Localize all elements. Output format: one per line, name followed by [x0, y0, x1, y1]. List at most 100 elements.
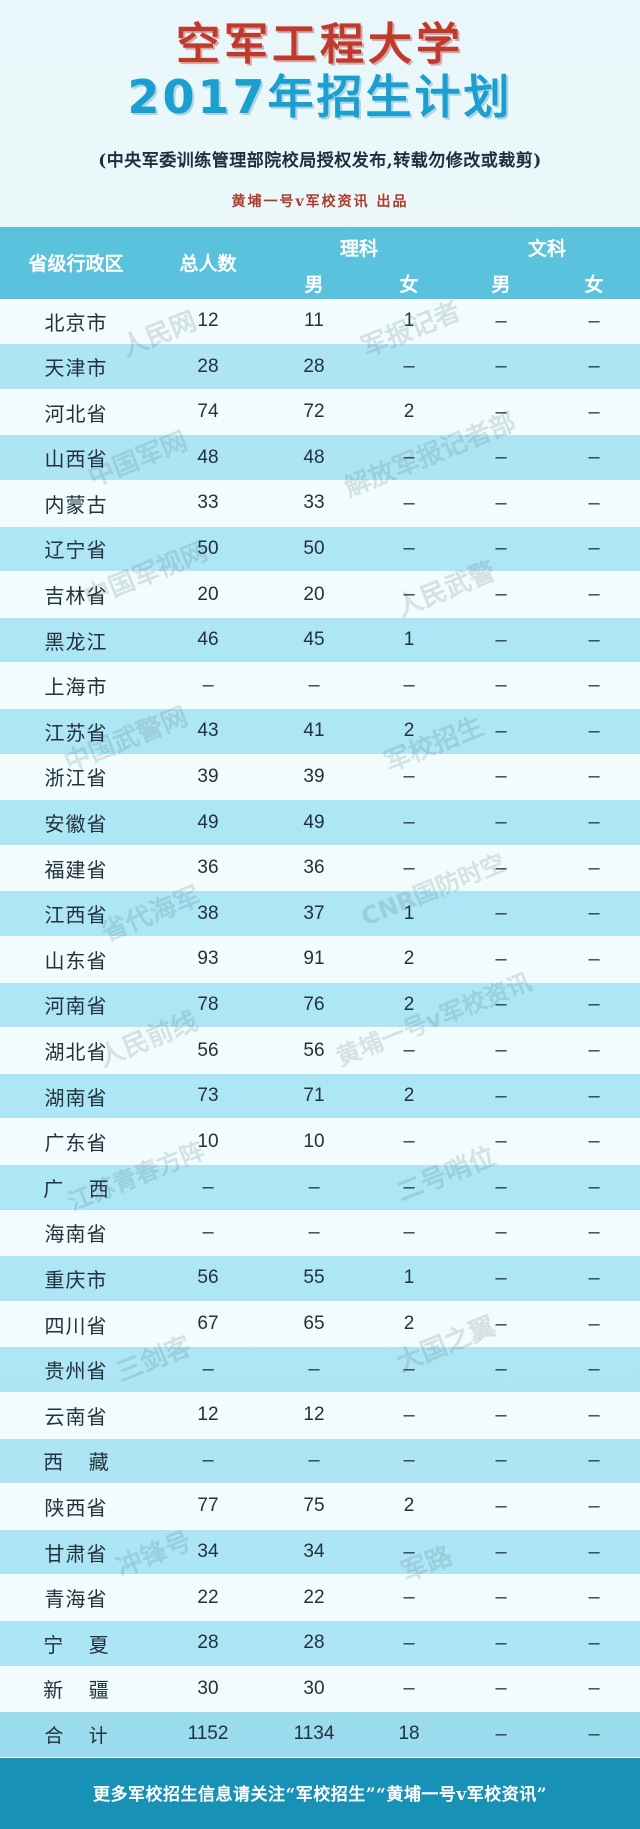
- empty-dash: –: [403, 1586, 415, 1609]
- cell-science-female: –: [364, 1620, 455, 1667]
- table-row: 江苏省 43 41 2 – –: [0, 708, 640, 755]
- table-row: 山东省 93 91 2 – –: [0, 936, 640, 983]
- cell-arts-female: –: [548, 298, 640, 345]
- cell-total: –: [152, 1210, 264, 1257]
- empty-dash: –: [308, 674, 320, 697]
- cell-region: 吉林省: [0, 571, 152, 618]
- empty-dash: –: [403, 355, 415, 378]
- page-title: 空军工程大学: [176, 19, 464, 70]
- empty-dash: –: [588, 1175, 600, 1198]
- cell-region: 云南省: [0, 1392, 152, 1439]
- empty-dash: –: [588, 1358, 600, 1381]
- empty-dash: –: [588, 1084, 600, 1107]
- cell-total: –: [152, 1164, 264, 1211]
- cell-arts-male: –: [454, 799, 549, 846]
- empty-dash: –: [495, 446, 507, 469]
- cell-science-female: 1: [364, 890, 455, 938]
- cell-science-female: –: [364, 1164, 455, 1211]
- table-row: 贵州省 – – – – –: [0, 1346, 640, 1393]
- cell-total: 56: [152, 1255, 264, 1302]
- empty-dash: –: [308, 1358, 320, 1381]
- column-header-science-female: 女: [364, 268, 455, 299]
- cell-science-female: –: [364, 1027, 455, 1074]
- empty-dash: –: [495, 1403, 507, 1426]
- cell-region: 四川省: [0, 1301, 152, 1348]
- cell-total: 20: [152, 571, 264, 618]
- cell-science-male: –: [264, 1210, 364, 1257]
- cell-total: 10: [152, 1118, 264, 1165]
- empty-dash: –: [495, 491, 507, 514]
- cell-science-female: –: [364, 434, 455, 482]
- cell-arts-female: –: [548, 1666, 640, 1713]
- empty-dash: –: [495, 1540, 507, 1563]
- empty-dash: –: [588, 400, 600, 423]
- cell-science-female: –: [364, 571, 455, 618]
- cell-science-male: 28: [264, 1620, 364, 1667]
- empty-dash: –: [588, 1221, 600, 1244]
- cell-arts-female: –: [548, 1620, 640, 1667]
- cell-region: 河北省: [0, 389, 152, 436]
- cell-science-male: 37: [264, 890, 364, 938]
- column-header-total: 总人数: [152, 226, 264, 299]
- cell-region: 海南省: [0, 1210, 152, 1257]
- empty-dash: –: [495, 400, 507, 423]
- cell-science-male: 36: [264, 845, 364, 892]
- table-row: 云南省 12 12– – –: [0, 1392, 640, 1439]
- cell-arts-male: –: [454, 662, 549, 710]
- empty-dash: –: [588, 1586, 600, 1609]
- empty-dash: –: [588, 583, 600, 606]
- cell-total: 22: [152, 1574, 264, 1621]
- cell-arts-female: –: [548, 1164, 640, 1211]
- cell-region: 西 藏: [0, 1438, 152, 1485]
- cell-science-female: –: [364, 1666, 455, 1713]
- cell-science-male: 56: [264, 1027, 364, 1074]
- empty-dash: –: [202, 1358, 214, 1381]
- cell-arts-female: –: [548, 799, 640, 846]
- table-row: 广东省 10 10– – –: [0, 1118, 640, 1165]
- table-row: 吉林省 20 20– – –: [0, 571, 640, 618]
- column-group-science: 理科: [264, 226, 455, 269]
- cell-total: 38: [152, 890, 264, 938]
- table-row: 陕西省 77 75 2 – –: [0, 1483, 640, 1530]
- cell-region: 湖南省: [0, 1073, 152, 1120]
- cell-arts-female: –: [548, 617, 640, 664]
- header: 空军工程大学 2017年招生计划 (中央军委训练管理部院校局授权发布,转载勿修改…: [0, 0, 640, 211]
- empty-dash: –: [403, 491, 415, 514]
- cell-total: –: [152, 662, 264, 710]
- cell-region: 贵州省: [0, 1346, 152, 1393]
- cell-region: 陕西省: [0, 1483, 152, 1530]
- empty-dash: –: [403, 1677, 415, 1700]
- empty-dash: –: [495, 1631, 507, 1654]
- empty-dash: –: [403, 765, 415, 788]
- cell-science-male: –: [264, 662, 364, 710]
- cell-science-female: –: [364, 662, 455, 710]
- empty-dash: –: [403, 1540, 415, 1563]
- cell-science-male: 50: [264, 526, 364, 573]
- column-header-region: 省级行政区: [0, 226, 152, 299]
- empty-dash: –: [588, 902, 600, 925]
- cell-arts-male: –: [454, 1346, 549, 1393]
- authorization-note: (中央军委训练管理部院校局授权发布,转载勿修改或裁剪): [98, 150, 542, 171]
- cell-science-male: 22: [264, 1574, 364, 1621]
- empty-dash: –: [495, 1130, 507, 1153]
- cell-arts-female: –: [548, 1027, 640, 1074]
- empty-dash: –: [495, 902, 507, 925]
- cell-arts-male: –: [454, 1620, 549, 1667]
- cell-arts-male: –: [454, 1255, 549, 1302]
- empty-dash: –: [588, 491, 600, 514]
- empty-dash: –: [495, 1084, 507, 1107]
- empty-dash: –: [495, 1494, 507, 1517]
- cell-total: 56: [152, 1027, 264, 1074]
- empty-dash: –: [403, 811, 415, 834]
- column-group-arts: 文科: [454, 226, 640, 269]
- cell-science-female: 2: [364, 936, 455, 983]
- cell-science-female: 2: [364, 1483, 455, 1530]
- table-row: 福建省 36 36– – –: [0, 845, 640, 892]
- cell-arts-female: –: [548, 1711, 640, 1758]
- empty-dash: –: [588, 1722, 600, 1745]
- cell-science-female: 1: [364, 298, 455, 345]
- cell-total: 1152: [152, 1711, 264, 1758]
- empty-dash: –: [495, 765, 507, 788]
- cell-arts-male: –: [454, 1301, 549, 1348]
